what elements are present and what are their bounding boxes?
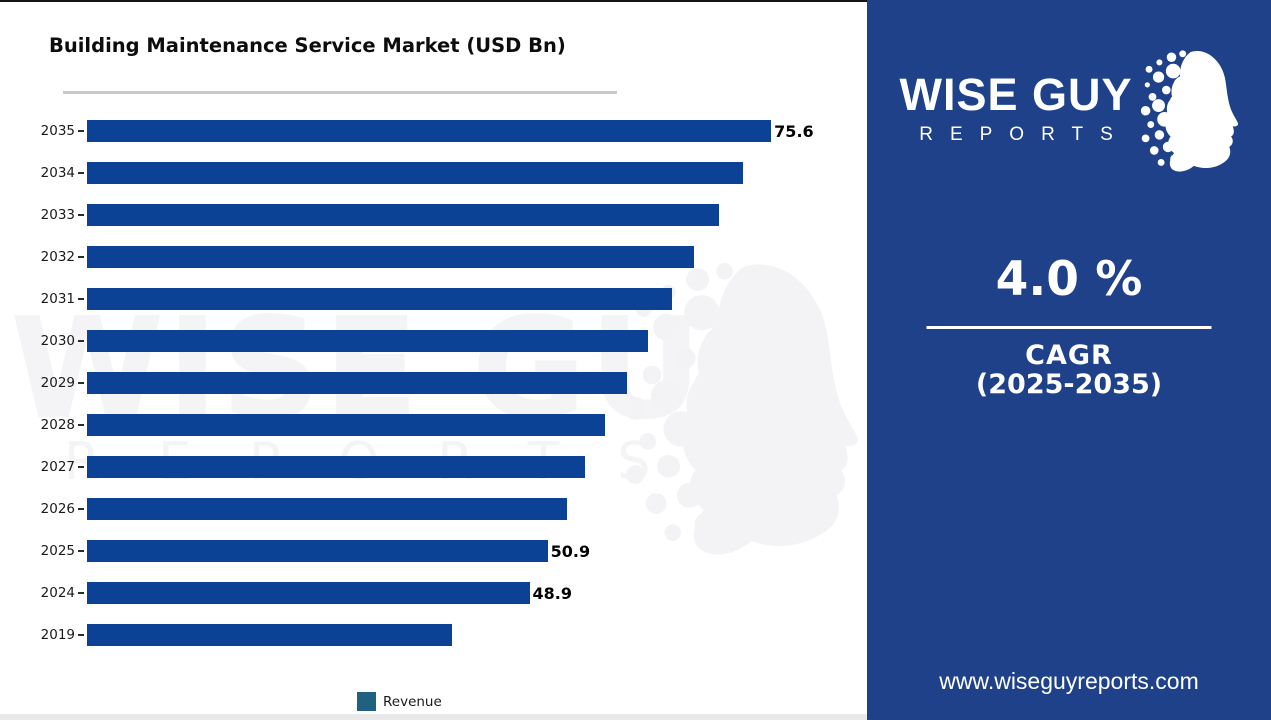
bar-row: 2031: [0, 278, 867, 320]
year-tick-label: 2025: [40, 543, 75, 559]
chart-title: Building Maintenance Service Market (USD…: [49, 34, 566, 57]
axis-tick: [78, 466, 84, 468]
bar-row: 2024 48.9: [0, 572, 867, 614]
year-tick-label: 2024: [40, 585, 75, 601]
cagr-value: 4.0 %: [995, 252, 1143, 307]
cagr-range: (2025-2035): [975, 369, 1163, 400]
bar-row: 2026: [0, 488, 867, 530]
bar-value-label: 50.9: [550, 541, 591, 561]
bar-row: 2029: [0, 362, 867, 404]
axis-tick: [78, 214, 84, 216]
legend-label: Revenue: [383, 693, 442, 710]
revenue-bar: [87, 204, 719, 226]
year-tick-label: 2026: [40, 501, 75, 517]
axis-tick: [78, 382, 84, 384]
axis-tick: [78, 634, 84, 636]
revenue-bar: [87, 456, 585, 478]
logo-text: WISE GUY REPORTS: [899, 72, 1132, 146]
axis-tick: [78, 340, 84, 342]
logo-wiseguy-text: WISE GUY: [899, 69, 1133, 120]
bottom-border-strip: [0, 714, 867, 720]
year-tick-label: 2029: [40, 375, 75, 391]
axis-tick: [78, 508, 84, 510]
revenue-bar: [87, 540, 548, 562]
title-underline: [63, 91, 617, 94]
cagr-divider-line: [926, 326, 1212, 329]
bar-row: 2030: [0, 320, 867, 362]
revenue-bar: [87, 498, 567, 520]
year-tick-label: 2032: [40, 249, 75, 265]
bar-row: 2034: [0, 152, 867, 194]
brand-sidebar: WISE GUY REPORTS 4.0 % CAGR (2025-2035) …: [867, 0, 1271, 720]
revenue-bar: [87, 624, 452, 646]
year-tick-label: 2030: [40, 333, 75, 349]
logo-reports-text: REPORTS: [919, 124, 1130, 145]
website-url: www.wiseguyreports.com: [939, 668, 1199, 694]
axis-tick: [78, 256, 84, 258]
revenue-bar: [87, 330, 649, 352]
bar-value-label: 48.9: [532, 583, 573, 603]
year-tick-label: 2033: [40, 207, 75, 223]
year-tick-label: 2035: [40, 123, 75, 139]
bar-row: 2035 75.6: [0, 110, 867, 152]
axis-tick: [78, 592, 84, 594]
revenue-bar: [87, 372, 628, 394]
bar-row: 2027: [0, 446, 867, 488]
logo-head-icon: [1135, 40, 1239, 178]
year-tick-label: 2028: [40, 417, 75, 433]
year-tick-label: 2027: [40, 459, 75, 475]
chart-panel: WISE GUY REPORTS Building Maintenance Se…: [0, 0, 867, 720]
plot-area: 2035 75.6 2034 2033 2032 2031 2030 2029 2028 2027…: [0, 110, 867, 656]
revenue-bar: [87, 162, 744, 184]
cagr-label: CAGR: [1025, 340, 1113, 371]
axis-tick: [78, 298, 84, 300]
bar-row: 2019: [0, 614, 867, 656]
axis-tick: [78, 550, 84, 552]
legend-swatch-icon: [357, 692, 376, 711]
year-tick-label: 2019: [40, 627, 75, 643]
wiseguy-logo: WISE GUY REPORTS: [867, 40, 1271, 178]
year-tick-label: 2031: [40, 291, 75, 307]
revenue-bar: [87, 582, 530, 604]
bar-row: 2028: [0, 404, 867, 446]
bar-row: 2033: [0, 194, 867, 236]
revenue-bar: [87, 414, 605, 436]
chart-legend: Revenue: [357, 692, 442, 711]
revenue-bar: [87, 246, 695, 268]
bar-row: 2032: [0, 236, 867, 278]
year-tick-label: 2034: [40, 165, 75, 181]
revenue-bar: [87, 120, 772, 142]
bar-value-label: 75.6: [774, 121, 814, 141]
bar-row: 2025 50.9: [0, 530, 867, 572]
top-border-line: [0, 0, 867, 2]
axis-tick: [78, 424, 84, 426]
axis-tick: [78, 172, 84, 174]
revenue-bar: [87, 288, 672, 310]
axis-tick: [78, 130, 84, 132]
